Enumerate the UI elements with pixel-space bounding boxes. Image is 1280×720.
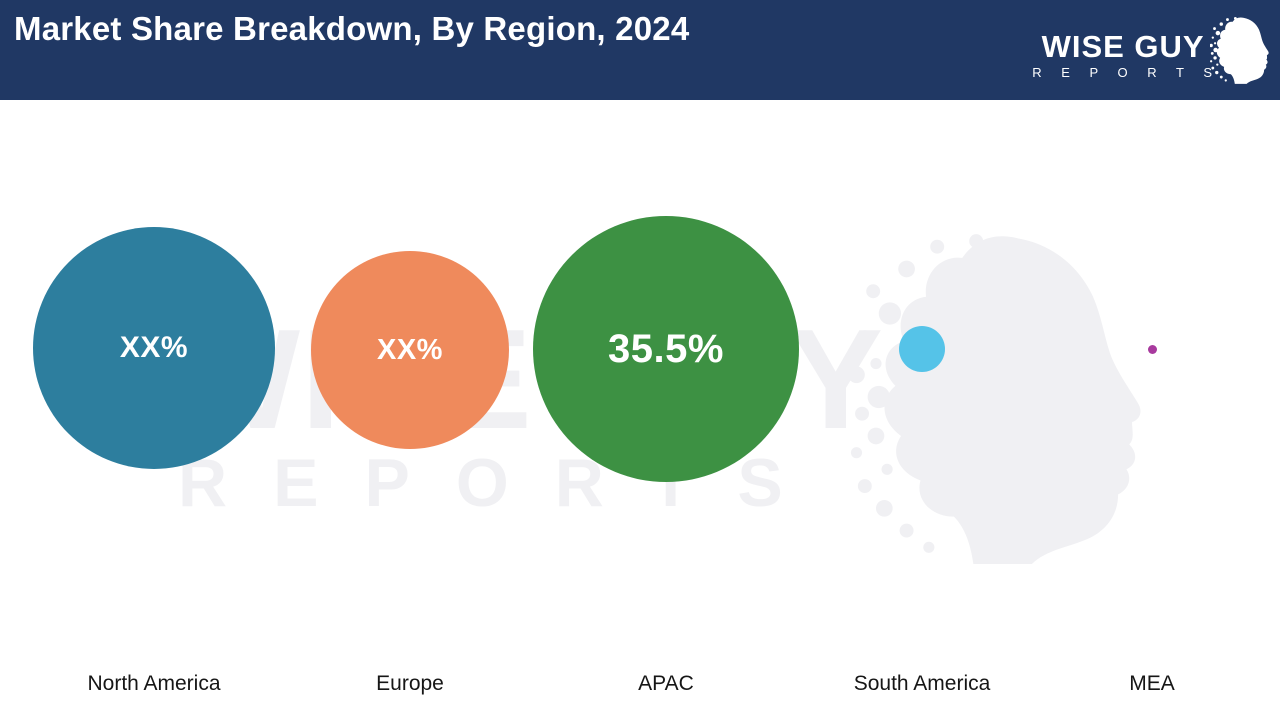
watermark-head-profile-icon	[848, 234, 1141, 564]
logo-brand-subtitle: R E P O R T S	[1032, 65, 1220, 80]
logo-brand-name: WISE GUY	[1041, 29, 1205, 64]
bubble-apac: 35.5%	[533, 216, 799, 482]
bubble-mea	[1147, 344, 1157, 354]
bubble-europe: XX%	[311, 251, 509, 449]
bubble-value-label: XX%	[377, 333, 443, 366]
bubble-value-label: XX%	[119, 331, 189, 364]
header-bar: Market Share Breakdown, By Region, 2024 …	[0, 0, 1280, 100]
bubble-north-america: XX%	[33, 227, 275, 469]
bubble-chart: WISE GUY REPORTS XX% XX% 35.5% North Ame…	[0, 100, 1280, 720]
page-title: Market Share Breakdown, By Region, 2024	[14, 10, 690, 47]
category-label-north-america: North America	[87, 672, 221, 695]
wiseguy-logo-text: WISE GUY R E P O R T S	[1026, 31, 1220, 79]
category-label-apac: APAC	[638, 672, 694, 695]
head-profile-dots-icon	[1210, 17, 1269, 84]
category-label-europe: Europe	[376, 672, 444, 695]
bubble-south-america	[899, 326, 945, 372]
bubble-value-label: 35.5%	[608, 326, 724, 371]
wiseguy-logo: WISE GUY R E P O R T S	[1026, 6, 1272, 94]
category-label-mea: MEA	[1129, 672, 1175, 695]
category-label-south-america: South America	[853, 672, 991, 695]
